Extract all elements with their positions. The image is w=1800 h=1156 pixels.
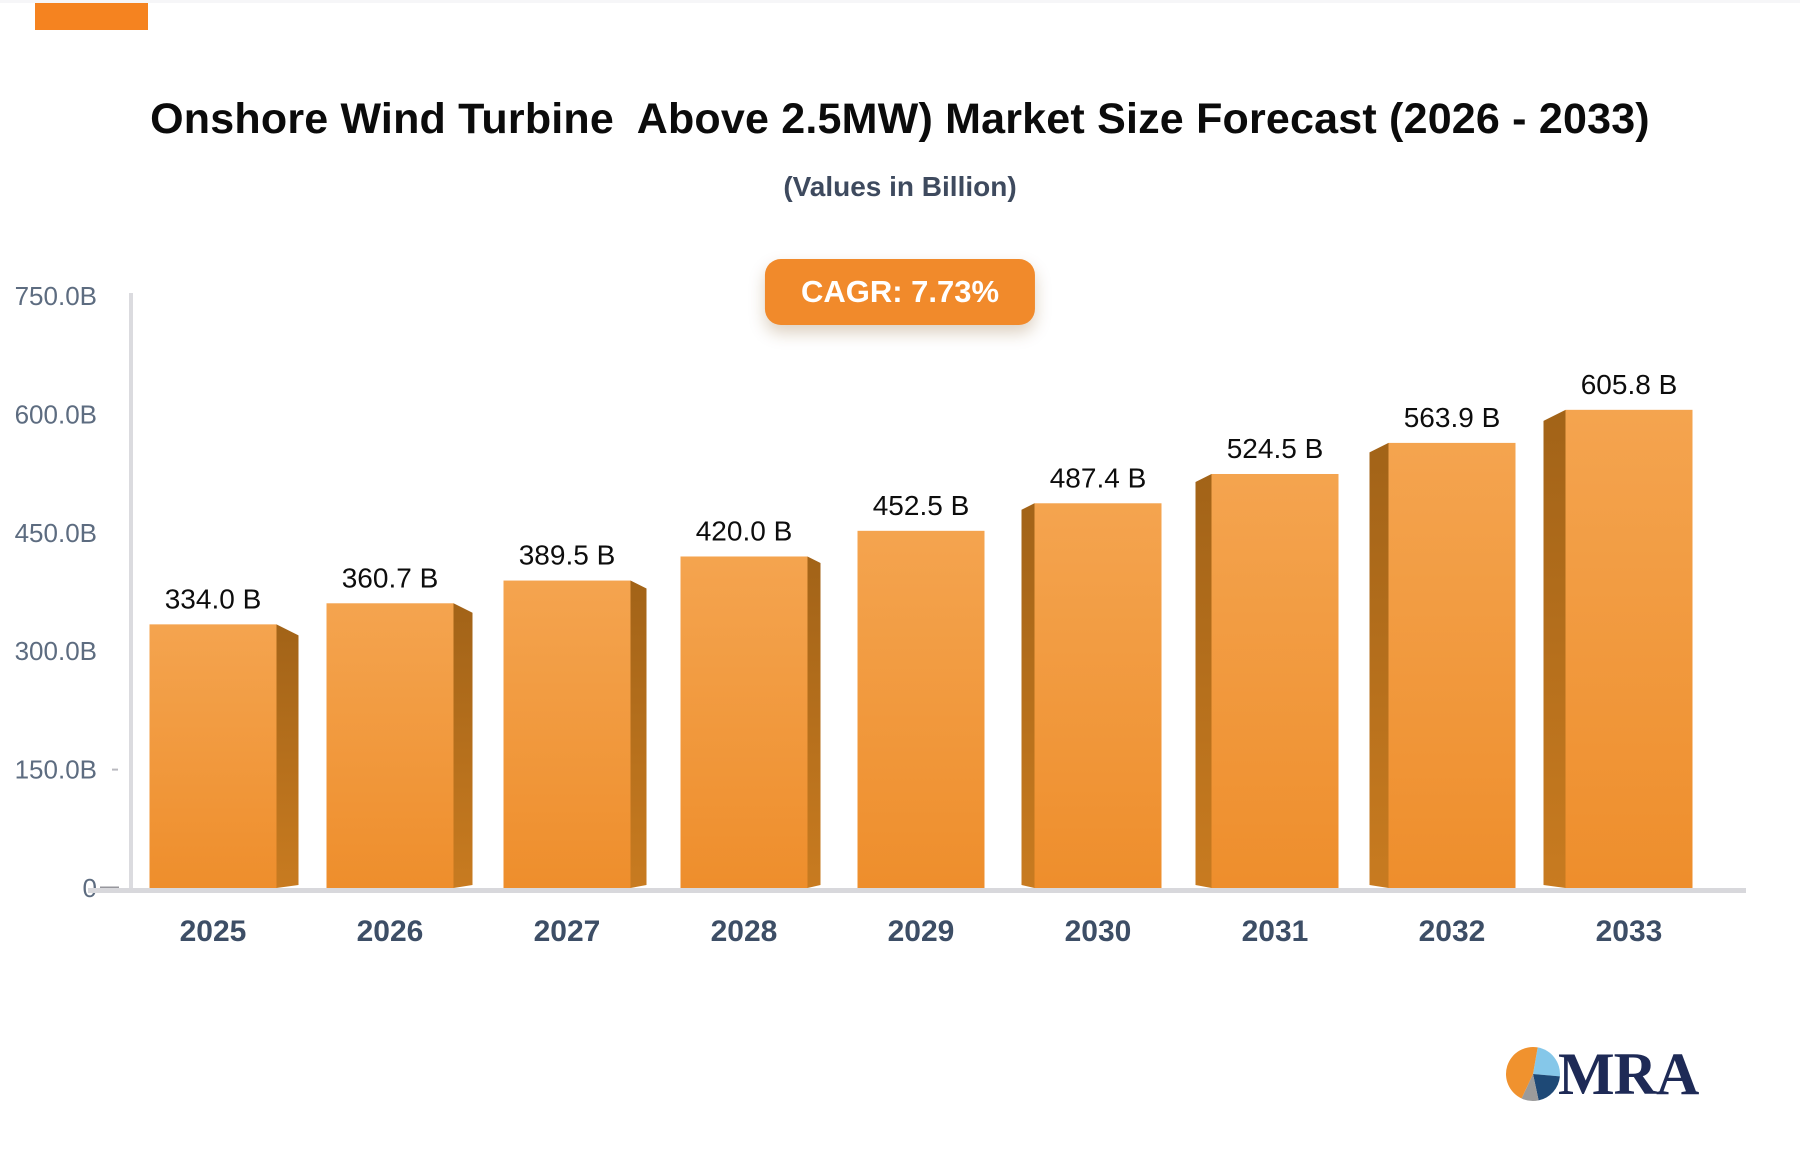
pie-slice-lightblue [1533,1047,1560,1077]
bar-side-face [630,580,647,888]
bar-value-label: 452.5 B [873,490,970,521]
bar-group-2028: 420.0 B 2028 [680,515,821,948]
x-axis-label: 2028 [711,915,778,948]
bar-value-label: 605.8 B [1581,369,1678,400]
bar-front-face [857,530,985,888]
y-tick-label: 600.0B [15,399,97,429]
y-tick-label: 150.0B [15,755,97,785]
y-tick-label: 450.0B [15,518,97,548]
bar-group-2033: 605.8 B 2033 [1543,369,1693,948]
pie-slice-gray [1521,1074,1539,1101]
bar-front-face [1388,442,1516,888]
bar-group-2030: 487.4 B 2030 [1021,462,1162,948]
bar-value-label: 420.0 B [696,515,793,546]
x-axis-label: 2031 [1242,915,1309,948]
bar-side-face [1543,409,1566,888]
bar-front-face [680,556,808,888]
bar-value-label: 487.4 B [1050,462,1147,493]
bar-group-2025: 334.0 B 2025 [149,583,299,948]
bar-front-face [1565,409,1693,888]
bar-side-face [1195,473,1212,888]
chart-title: Onshore Wind Turbine Above 2.5MW) Market… [150,95,1650,143]
x-axis-label: 2029 [888,915,955,948]
bar-side-face [1369,442,1389,888]
bar-front-face [1211,473,1339,888]
bar-front-face [1034,503,1162,888]
x-axis-label: 2032 [1419,915,1486,948]
bar-value-label: 563.9 B [1404,402,1501,433]
x-axis-label: 2033 [1596,915,1663,948]
mra-logo-pie-icon [1506,1047,1560,1101]
y-tick-label: 300.0B [15,636,97,666]
top-accent-bar [35,3,148,30]
bar-side-face [276,624,299,888]
x-axis-label: 2027 [534,915,601,948]
mra-logo-text: MRA [1558,1041,1699,1107]
y-tick-label: 750.0B [15,281,97,311]
bar-side-face [807,556,821,888]
chart-subtitle: (Values in Billion) [783,171,1017,202]
bar-value-label: 360.7 B [342,562,439,593]
cagr-badge: CAGR: 7.73% [764,259,1036,325]
bar-front-face [326,603,454,888]
bar-side-face [453,603,473,888]
x-axis-label: 2030 [1065,915,1132,948]
bar-group-2029: 452.5 B 2029 [857,490,985,948]
bar-group-2027: 389.5 B 2027 [503,540,647,948]
pie-slice-navy [1533,1074,1560,1101]
x-axis-label: 2025 [180,915,247,948]
bar-group-2032: 563.9 B 2032 [1369,402,1516,948]
bar-value-label: 524.5 B [1227,433,1324,464]
bar-side-face [1021,503,1035,888]
x-axis-label: 2026 [357,915,424,948]
pie-slice-orange [1506,1047,1538,1099]
bar-front-face [149,624,277,888]
bar-group-2031: 524.5 B 2031 [1195,433,1339,948]
mra-logo: MRA [1504,1041,1764,1107]
bar-front-face [503,580,631,888]
bar-value-label: 389.5 B [519,540,616,571]
bar-group-2026: 360.7 B 2026 [326,562,473,948]
bar-value-label: 334.0 B [165,583,262,614]
